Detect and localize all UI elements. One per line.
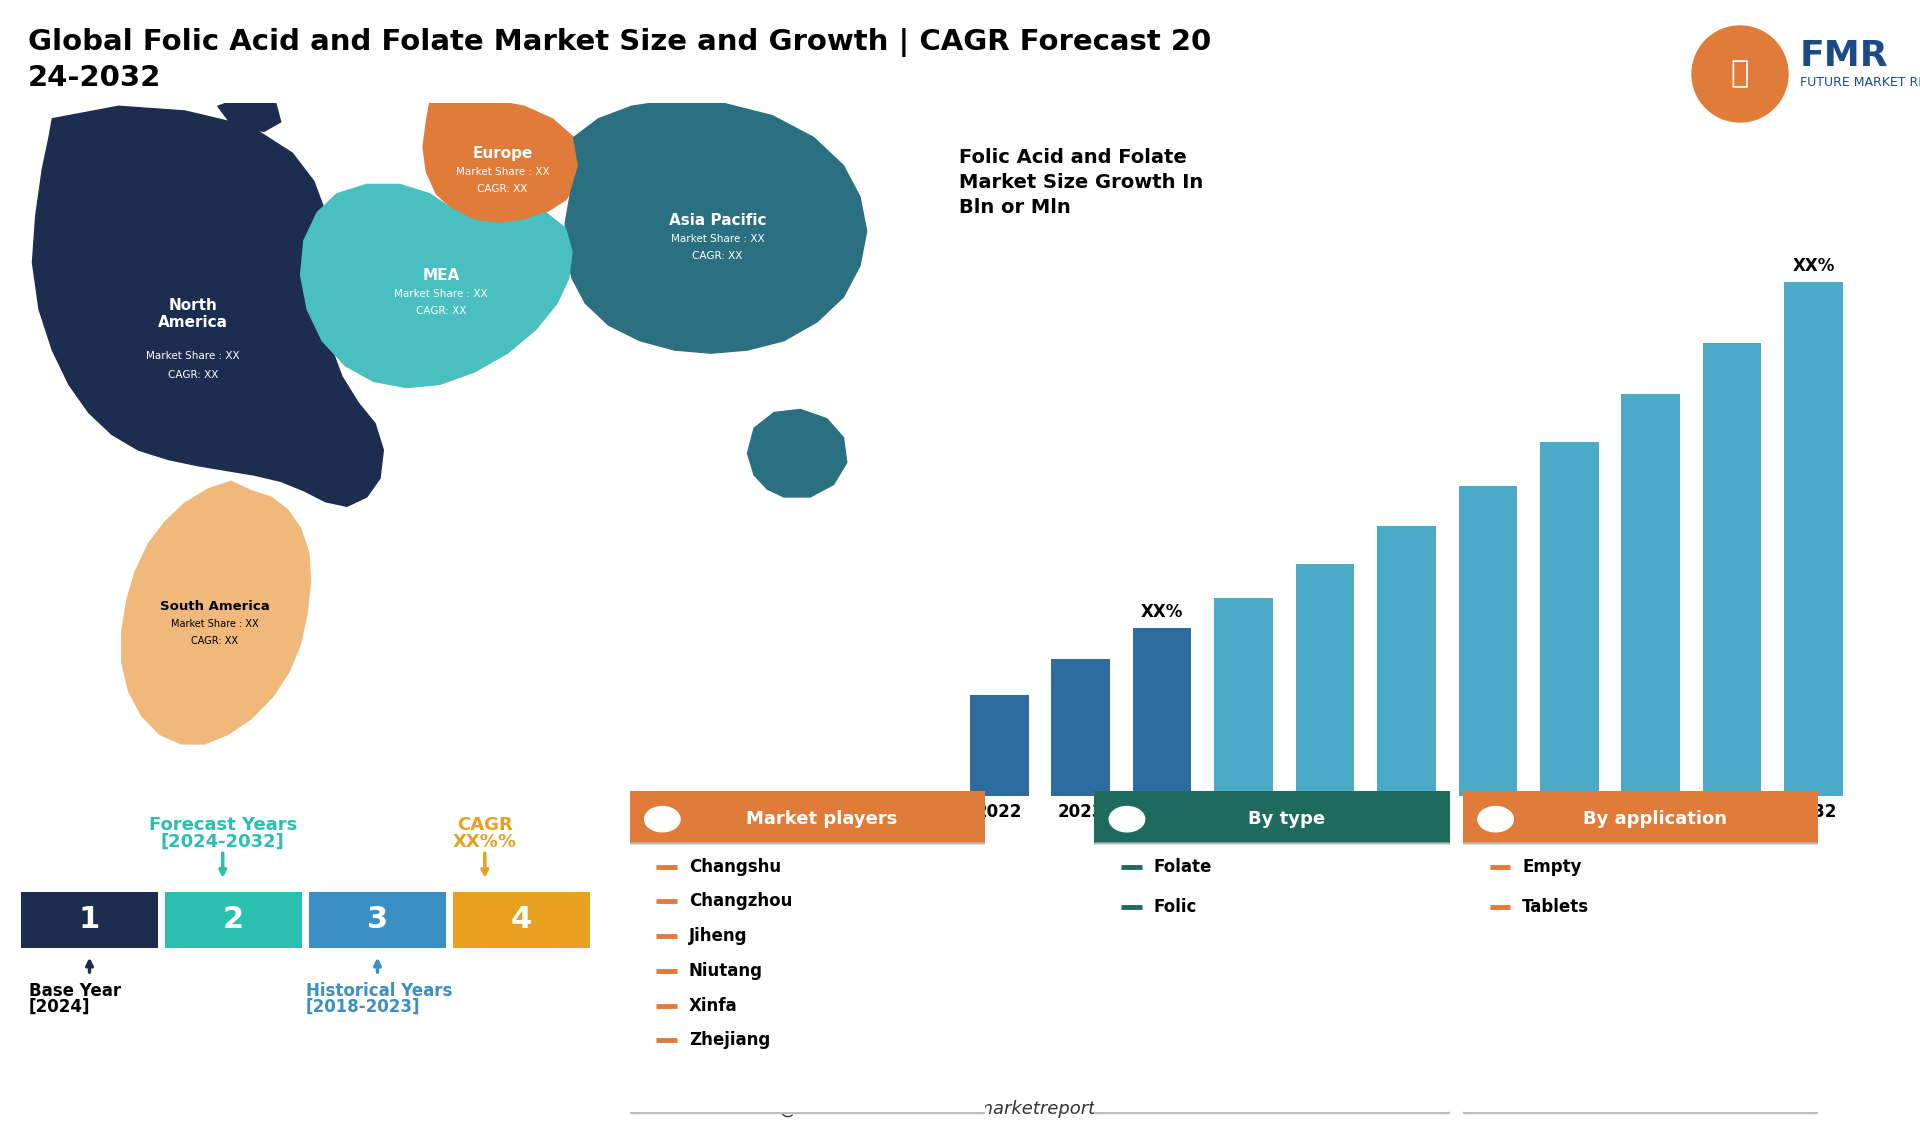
Circle shape [1478, 807, 1513, 832]
Text: [2018-2023]: [2018-2023] [305, 998, 420, 1017]
Text: FMR: FMR [1801, 39, 1889, 73]
Bar [1377, 526, 1436, 796]
Text: Global Folic Acid and Folate Market Size and Growth | CAGR Forecast 20: Global Folic Acid and Folate Market Size… [29, 28, 1212, 57]
Text: 2: 2 [223, 905, 244, 934]
Text: [2024-2032]: [2024-2032] [161, 833, 284, 851]
Text: [2024]: [2024] [29, 998, 90, 1017]
Circle shape [1110, 807, 1144, 832]
Text: Folate: Folate [1154, 857, 1212, 876]
Text: Xinfa: Xinfa [689, 997, 737, 1014]
Polygon shape [33, 107, 384, 507]
Text: Market Share : XX: Market Share : XX [146, 352, 240, 361]
Text: By type: By type [1248, 810, 1325, 829]
Polygon shape [217, 95, 280, 132]
Text: North
America: North America [157, 298, 228, 330]
Text: CAGR: XX: CAGR: XX [190, 636, 238, 646]
FancyBboxPatch shape [165, 892, 301, 948]
Text: XX%: XX% [1140, 603, 1183, 621]
Text: Tablets: Tablets [1523, 897, 1590, 916]
FancyBboxPatch shape [21, 892, 157, 948]
Bar [1133, 628, 1192, 796]
Text: Market players: Market players [747, 810, 899, 829]
Text: Changzhou: Changzhou [689, 893, 793, 910]
Text: Asia Pacific: Asia Pacific [668, 213, 766, 228]
Text: XX%: XX% [1793, 257, 1836, 275]
FancyBboxPatch shape [1079, 784, 1465, 854]
Text: 👁: 👁 [1730, 60, 1749, 88]
Bar [970, 694, 1029, 796]
FancyBboxPatch shape [626, 843, 989, 1113]
Text: CAGR: XX: CAGR: XX [417, 306, 467, 316]
Text: XX%%: XX%% [453, 833, 516, 851]
Polygon shape [747, 409, 847, 497]
Text: CAGR: CAGR [457, 816, 513, 834]
FancyBboxPatch shape [453, 892, 589, 948]
Text: Zhejiang: Zhejiang [689, 1031, 770, 1050]
Text: Changshu: Changshu [689, 857, 781, 876]
Bar [1213, 598, 1273, 796]
Text: CAGR: XX: CAGR: XX [693, 251, 743, 261]
Text: Forecast Years: Forecast Years [148, 816, 298, 834]
Bar [1540, 441, 1599, 796]
Polygon shape [422, 99, 582, 223]
Bar [1052, 659, 1110, 796]
Text: Folic: Folic [1154, 897, 1196, 916]
Text: MEA: MEA [422, 267, 461, 283]
Text: 4: 4 [511, 905, 532, 934]
Bar [1459, 486, 1517, 796]
Text: Market Share : XX: Market Share : XX [394, 289, 488, 299]
Text: 24-2032: 24-2032 [29, 64, 161, 92]
Text: South America: South America [159, 599, 269, 613]
Text: Market Share : XX: Market Share : XX [455, 167, 549, 176]
Text: FUTURE MARKET REPORT: FUTURE MARKET REPORT [1801, 77, 1920, 89]
Circle shape [645, 807, 680, 832]
Text: Europe: Europe [472, 146, 532, 160]
Circle shape [1692, 26, 1788, 121]
Bar [1784, 282, 1843, 796]
Bar [1296, 564, 1354, 796]
Text: CAGR: XX: CAGR: XX [167, 370, 219, 380]
FancyBboxPatch shape [1091, 843, 1453, 1113]
Text: Market Share : XX: Market Share : XX [171, 619, 259, 629]
FancyBboxPatch shape [1459, 843, 1822, 1113]
FancyBboxPatch shape [309, 892, 445, 948]
Bar [1620, 394, 1680, 796]
Text: Niutang: Niutang [689, 961, 762, 980]
FancyBboxPatch shape [614, 784, 1000, 854]
Polygon shape [564, 100, 866, 353]
Text: Jiheng: Jiheng [689, 927, 747, 945]
Polygon shape [301, 185, 572, 387]
Text: Folic Acid and Folate
Market Size Growth In
Bln or Mln: Folic Acid and Folate Market Size Growth… [958, 148, 1202, 217]
Text: 1: 1 [79, 905, 100, 934]
Text: Base Year: Base Year [29, 982, 121, 1000]
Text: Empty: Empty [1523, 857, 1582, 876]
FancyBboxPatch shape [1448, 784, 1834, 854]
Text: Market Share : XX: Market Share : XX [670, 234, 764, 244]
Polygon shape [121, 481, 311, 744]
Bar [1703, 343, 1761, 796]
Text: Historical Years: Historical Years [305, 982, 451, 1000]
Text: 3: 3 [367, 905, 388, 934]
Text: @Source: www.futuremarketreport.com: @Source: www.futuremarketreport.com [780, 1100, 1140, 1118]
Text: CAGR: XX: CAGR: XX [478, 185, 528, 194]
Text: By application: By application [1584, 810, 1728, 829]
